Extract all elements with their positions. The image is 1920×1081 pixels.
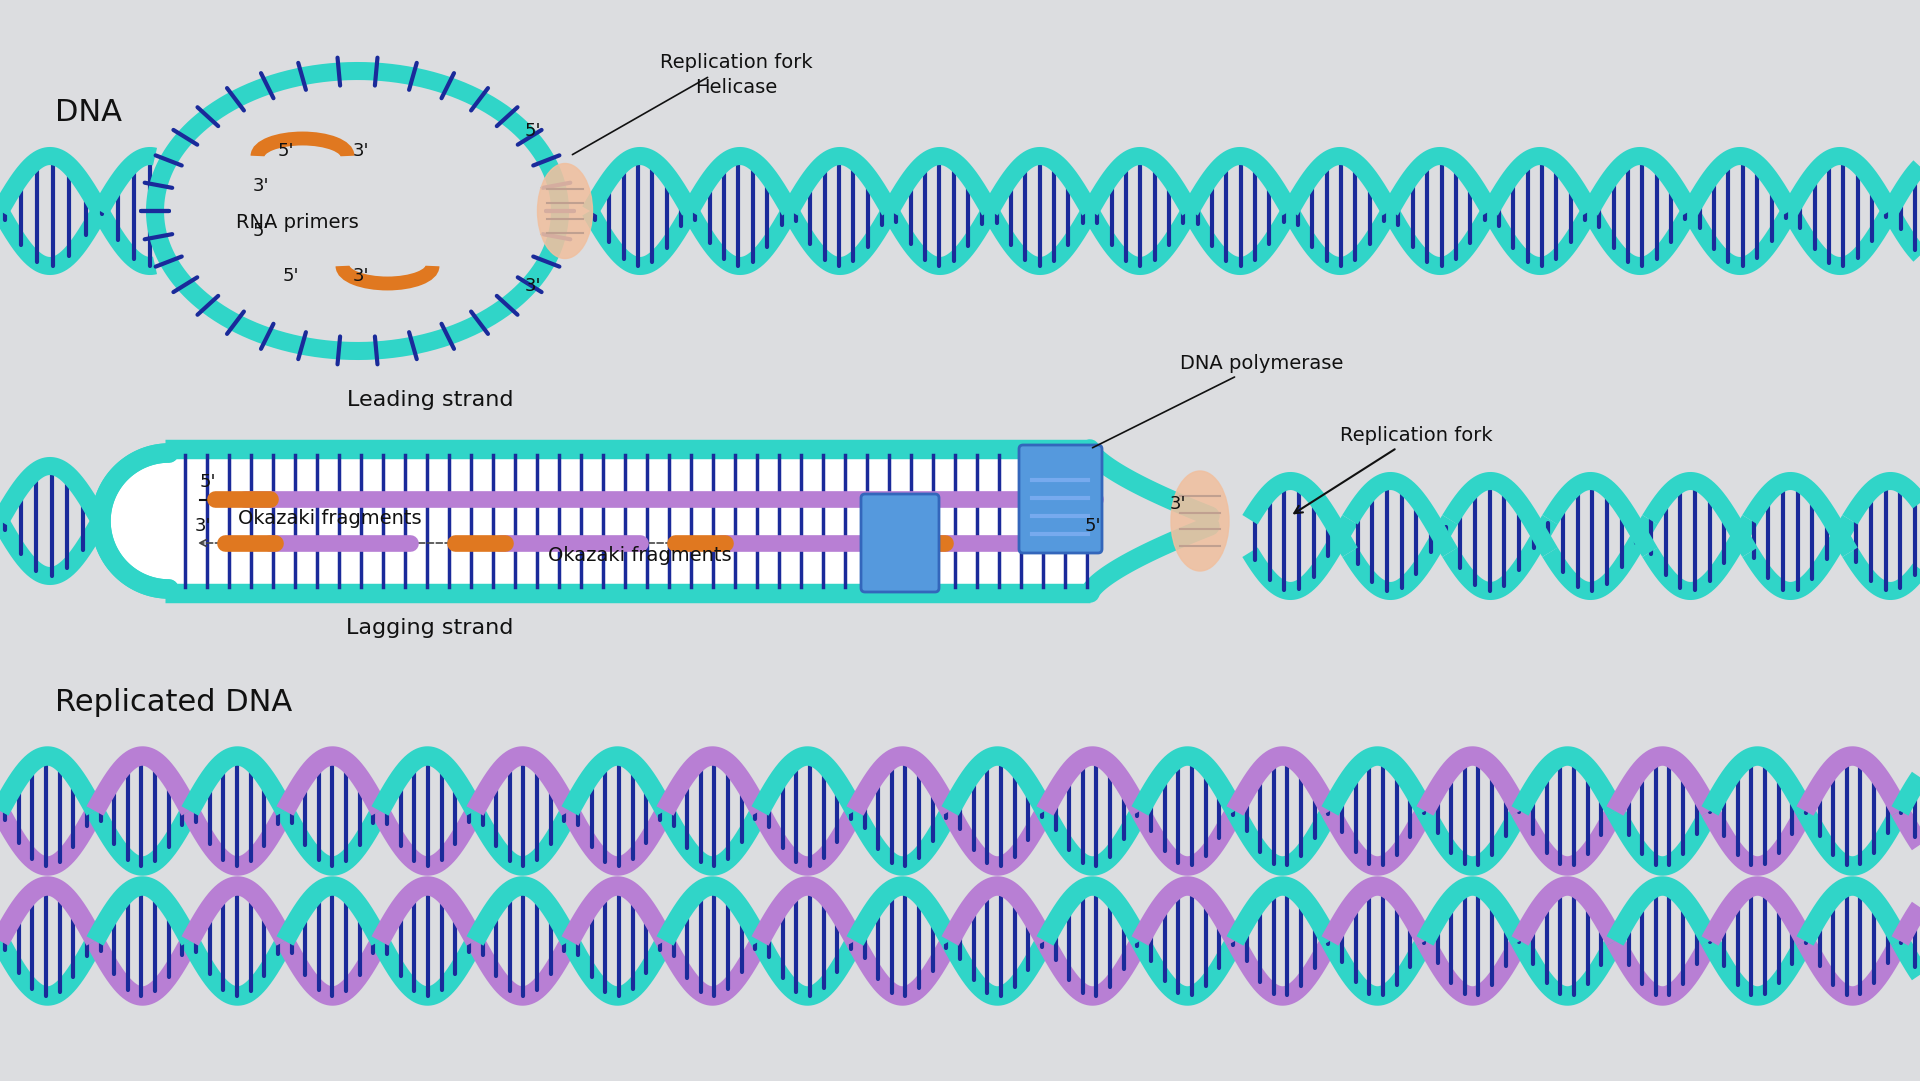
Text: Okazaki fragments: Okazaki fragments (238, 509, 422, 528)
Text: 3': 3' (1169, 495, 1187, 513)
Text: 5': 5' (282, 267, 300, 285)
FancyBboxPatch shape (1020, 445, 1102, 553)
Text: Helicase: Helicase (695, 78, 778, 97)
Ellipse shape (1171, 471, 1229, 571)
Text: Lagging strand: Lagging strand (346, 618, 515, 638)
Ellipse shape (102, 453, 236, 589)
Text: 3': 3' (353, 267, 369, 285)
Text: Replicated DNA: Replicated DNA (56, 688, 292, 717)
Text: 3': 3' (524, 277, 541, 295)
Text: 5': 5' (1085, 517, 1102, 535)
Text: 3': 3' (196, 517, 211, 535)
Text: Replication fork: Replication fork (1294, 426, 1492, 513)
Text: 3': 3' (253, 177, 269, 195)
Text: Replication fork: Replication fork (660, 53, 812, 72)
Text: DNA polymerase: DNA polymerase (1092, 353, 1344, 448)
Text: 5': 5' (524, 122, 541, 141)
FancyBboxPatch shape (860, 494, 939, 592)
Text: 5': 5' (253, 222, 269, 240)
Text: 5': 5' (278, 142, 294, 160)
Text: RNA primers: RNA primers (236, 214, 359, 232)
Text: 5': 5' (200, 473, 217, 491)
Bar (165, 457, 1091, 585)
Text: 3': 3' (353, 142, 369, 160)
Text: Okazaki fragments: Okazaki fragments (549, 546, 732, 565)
Ellipse shape (538, 163, 593, 258)
Text: Leading strand: Leading strand (348, 390, 513, 410)
Text: DNA: DNA (56, 98, 123, 126)
